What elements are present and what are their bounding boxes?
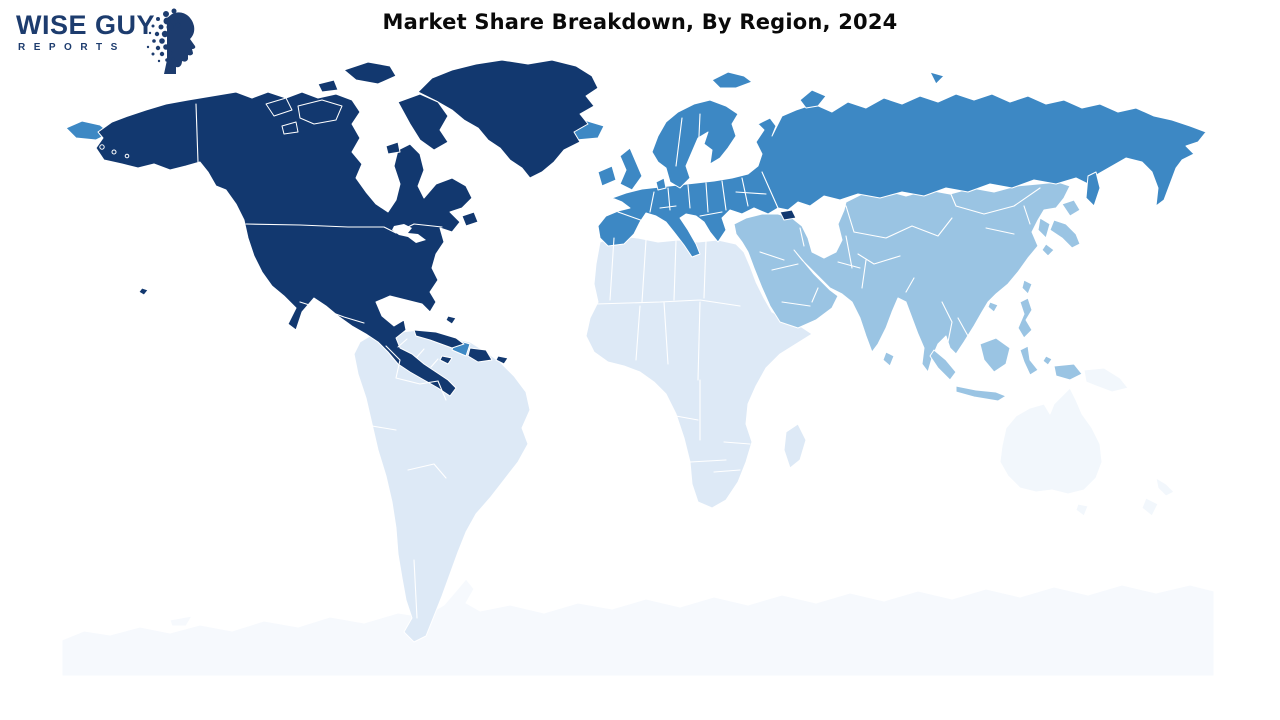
greenland-shape	[417, 59, 599, 179]
eurasia-medium-shape	[597, 93, 1207, 258]
arctic-islet-1	[317, 79, 339, 93]
aleutian-dot-1	[99, 144, 105, 150]
region-oceania	[999, 367, 1175, 517]
borders-north-america	[195, 103, 443, 368]
sri-lanka-shape	[882, 351, 895, 367]
borders-south-america	[371, 345, 447, 619]
antarctica-islet	[169, 615, 193, 627]
aleutian-dot-3	[124, 153, 130, 159]
hawaii-shape	[138, 287, 149, 296]
cuba-shape	[413, 329, 465, 349]
borneo-shape	[979, 337, 1011, 373]
aleutian-dot-2	[111, 149, 117, 155]
region-north-america	[95, 59, 797, 397]
ellesmere-shape	[343, 61, 397, 85]
svalbard-shape	[711, 71, 753, 89]
papua-new-guinea-shape	[1083, 367, 1129, 393]
borders-europe	[617, 113, 779, 223]
bahamas-shape	[445, 315, 457, 325]
borders-asia	[759, 187, 1041, 343]
madagascar-shape	[783, 423, 807, 469]
logo-head-icon	[146, 8, 196, 75]
southampton-shape	[385, 141, 401, 155]
baffin-shape	[397, 93, 449, 151]
caucasus-patch-shape	[779, 209, 797, 221]
asia-mainland-shape	[733, 181, 1071, 373]
newfoundland-shape	[461, 211, 479, 227]
moluccas-shape	[1042, 355, 1053, 366]
africa-shape	[585, 235, 813, 509]
lakes	[392, 224, 426, 243]
java-shape	[955, 385, 1007, 402]
arctic-islet-2	[281, 121, 299, 135]
country-borders	[195, 103, 1041, 619]
region-south-america	[353, 327, 531, 643]
japan-hokkaido	[1061, 199, 1081, 217]
arctic-island-shape	[929, 71, 945, 85]
chart-title: Market Share Breakdown, By Region, 2024	[382, 10, 898, 34]
sumatra-shape	[929, 349, 957, 381]
puerto-rico-shape	[495, 355, 509, 365]
australia-shape	[999, 387, 1103, 495]
sulawesi-shape	[1019, 345, 1039, 376]
logo-wordmark: WISE GUY	[16, 10, 156, 40]
philippines-shape	[1017, 297, 1033, 339]
region-antarctica	[61, 578, 1215, 677]
denmark-shape	[655, 177, 667, 191]
region-europe-russia	[65, 71, 1207, 357]
hainan-shape	[987, 301, 999, 313]
scandinavia-shape	[651, 99, 739, 189]
japan-honshu	[1049, 219, 1081, 249]
korea-shape	[1037, 217, 1051, 239]
new-zealand-south	[1141, 497, 1159, 517]
logo: WISE GUY REPORTS	[14, 6, 224, 75]
hispaniola-shape	[467, 347, 493, 363]
novaya-zemlya-shape	[799, 89, 827, 109]
sakhalin-shape	[1085, 171, 1101, 207]
south-america-shape	[353, 327, 531, 643]
north-america-mainland-shape	[95, 91, 473, 397]
antarctica-shape	[61, 578, 1215, 677]
victoria-island-shape	[297, 99, 343, 125]
borders-africa	[595, 237, 751, 473]
new-zealand-north	[1155, 477, 1175, 497]
japan-kyushu	[1041, 243, 1055, 257]
tasmania-shape	[1075, 503, 1089, 517]
great-britain-shape	[619, 147, 643, 191]
logo-text: WISE GUY REPORTS	[16, 10, 156, 54]
ireland-shape	[597, 165, 617, 187]
jamaica-shape	[439, 355, 453, 365]
great-lakes-shape	[392, 224, 426, 243]
banks-island-shape	[265, 97, 293, 117]
logo-subtitle: REPORTS	[18, 42, 126, 53]
taiwan-shape	[1021, 279, 1033, 295]
west-new-guinea-shape	[1053, 363, 1083, 381]
region-asia	[733, 181, 1083, 402]
region-africa	[585, 235, 813, 509]
